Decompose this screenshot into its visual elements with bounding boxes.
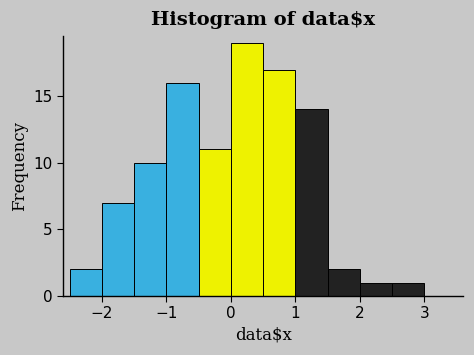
Bar [360, 283, 392, 296]
Bar [295, 109, 328, 296]
Bar [70, 269, 102, 296]
Bar [134, 163, 166, 296]
Y-axis label: Frequency: Frequency [11, 121, 28, 211]
Bar [263, 70, 295, 296]
Bar [166, 83, 199, 296]
Bar [392, 283, 424, 296]
Bar [231, 43, 263, 296]
X-axis label: data$x: data$x [235, 327, 292, 344]
Bar [199, 149, 231, 296]
Title: Histogram of data$x: Histogram of data$x [151, 11, 375, 29]
Bar [102, 203, 134, 296]
Bar [328, 269, 360, 296]
